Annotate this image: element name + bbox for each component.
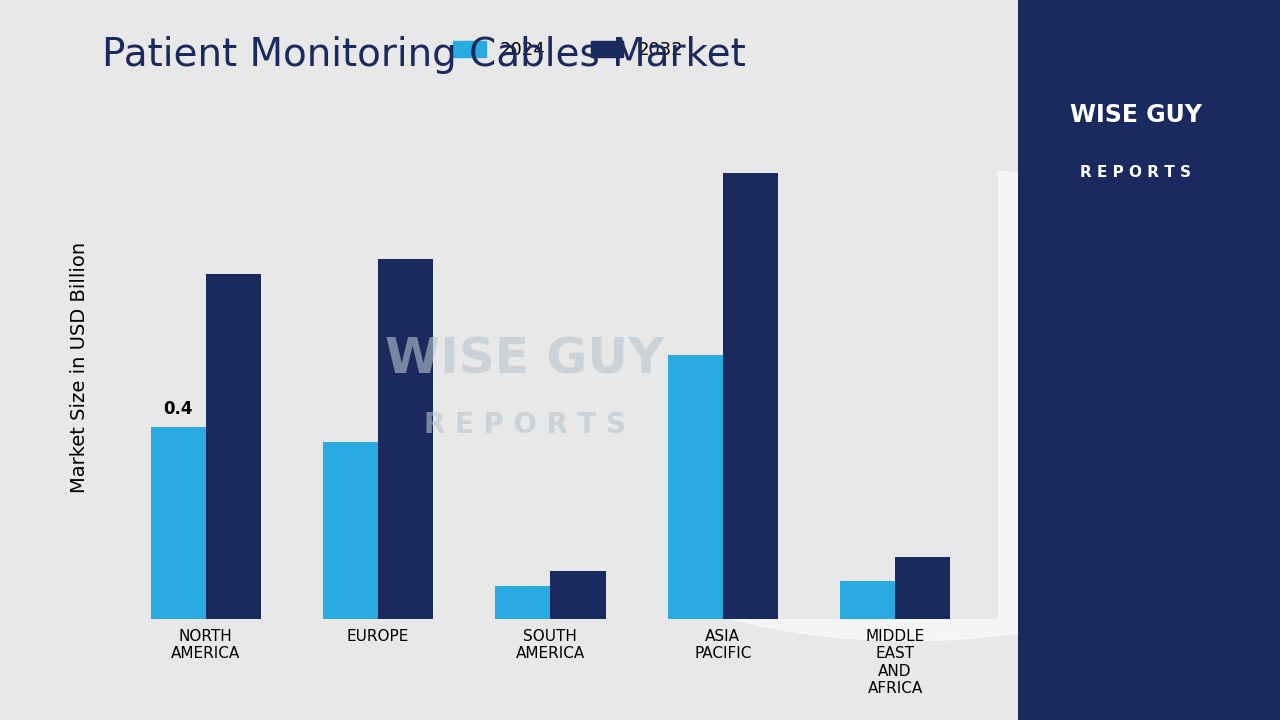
Bar <box>151 427 206 619</box>
Bar <box>668 355 723 619</box>
Bar <box>323 441 378 619</box>
Legend: 2024, 2032: 2024, 2032 <box>445 34 691 66</box>
Y-axis label: Market Size in USD Billion: Market Size in USD Billion <box>69 242 88 492</box>
Text: Patient Monitoring Cables Market: Patient Monitoring Cables Market <box>102 36 746 74</box>
Bar <box>206 274 261 619</box>
Bar <box>895 557 950 619</box>
Bar <box>550 571 605 619</box>
Text: R E P O R T S: R E P O R T S <box>424 411 626 438</box>
Bar <box>378 259 433 619</box>
Bar <box>723 173 778 619</box>
Text: R E P O R T S: R E P O R T S <box>1080 166 1192 180</box>
Bar <box>495 585 550 619</box>
Bar <box>840 581 895 619</box>
Text: WISE GUY: WISE GUY <box>1070 103 1202 127</box>
Text: 0.4: 0.4 <box>164 400 193 418</box>
Text: WISE GUY: WISE GUY <box>385 336 664 384</box>
